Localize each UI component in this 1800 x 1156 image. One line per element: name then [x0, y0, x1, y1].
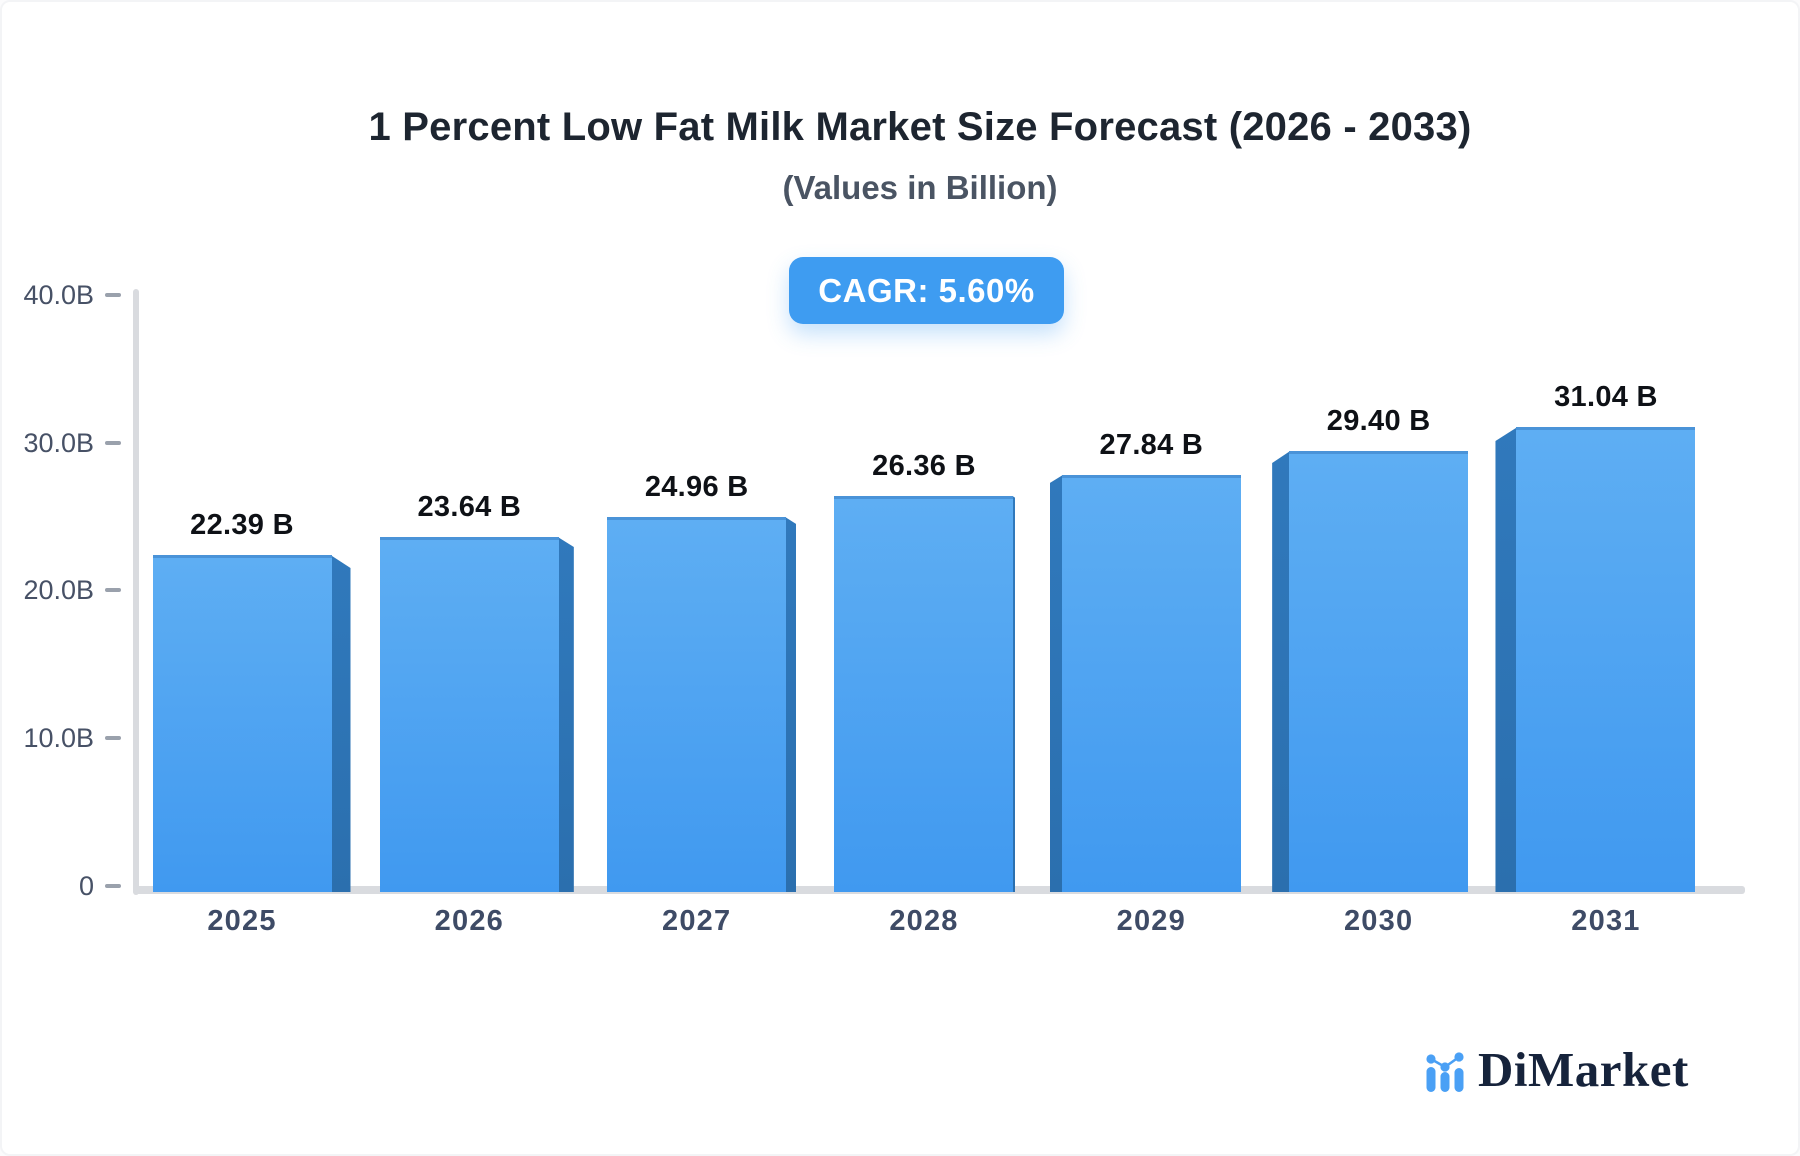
dimarket-logo[interactable]: DiMarket — [1424, 1042, 1689, 1097]
bar-value-label: 26.36 B — [872, 450, 976, 482]
bar-side-3d — [785, 517, 797, 892]
bar-side-3d — [557, 537, 574, 892]
y-axis-label: 30.0B — [23, 427, 94, 458]
bar-2031[interactable] — [1516, 427, 1696, 892]
x-axis-label: 2026 — [434, 905, 504, 937]
x-axis-label: 2029 — [1116, 905, 1186, 937]
y-axis-label: 20.0B — [23, 575, 94, 606]
mini-bar-line-chart-icon — [1426, 1052, 1464, 1092]
x-axis-label: 2027 — [661, 905, 732, 937]
bar-value-label: 24.96 B — [644, 471, 749, 503]
chart-subtitle: (Values in Billion) — [782, 169, 1058, 206]
bar-2028[interactable] — [834, 496, 1014, 892]
x-axis-label: 2025 — [207, 905, 277, 937]
bar-2026[interactable] — [379, 537, 559, 892]
y-axis-tick — [105, 588, 121, 593]
bar-2025[interactable] — [152, 555, 332, 892]
cagr-badge-label: CAGR: 5.60% — [818, 271, 1035, 309]
bar-2027[interactable] — [607, 517, 787, 892]
y-axis-label: 10.0B — [23, 723, 94, 754]
y-axis-tick — [105, 736, 121, 741]
bar-side-3d — [1495, 427, 1518, 892]
x-axis-label: 2030 — [1343, 905, 1414, 937]
bar-side-3d — [1049, 475, 1063, 892]
bar-2030[interactable] — [1289, 451, 1469, 892]
x-axis-label: 2031 — [1571, 905, 1641, 937]
bar-value-label: 23.64 B — [417, 491, 522, 523]
brand-name: DiMarket — [1478, 1042, 1689, 1097]
bar-value-label: 31.04 B — [1554, 381, 1658, 413]
chart-title: 1 Percent Low Fat Milk Market Size Forec… — [368, 105, 1472, 149]
bar-value-label: 29.40 B — [1326, 405, 1431, 437]
y-axis-line — [133, 289, 139, 895]
bar-value-label: 27.84 B — [1099, 429, 1204, 461]
y-axis-label: 0 — [78, 871, 94, 901]
bar-side-3d — [1272, 451, 1291, 892]
y-axis-tick — [105, 440, 121, 445]
bar-side-3d — [330, 555, 351, 892]
cagr-badge: CAGR: 5.60% — [789, 257, 1064, 324]
y-axis-tick — [105, 292, 121, 297]
bar-value-label: 22.39 B — [190, 509, 294, 541]
bar-2029[interactable] — [1061, 475, 1241, 892]
x-axis-label: 2028 — [889, 905, 959, 937]
y-axis-tick — [105, 884, 121, 888]
bar-side-3d — [1012, 496, 1016, 892]
y-axis-label: 40.0B — [23, 279, 94, 310]
